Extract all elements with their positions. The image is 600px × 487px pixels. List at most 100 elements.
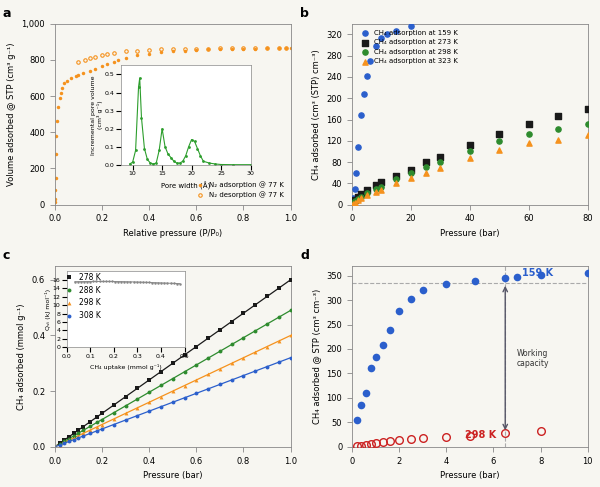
N₂ adsorption @ 77 K <box>181 48 188 54</box>
CH₄ adsorption at 323 K <box>524 140 533 148</box>
N₂ adsorption @ 77 K <box>282 45 289 51</box>
N₂ adsorption @ 77 K <box>157 49 164 55</box>
308 K <box>263 364 271 370</box>
N₂ adsorption @ 77 K <box>287 45 294 51</box>
278 K <box>122 394 129 400</box>
308 K <box>98 426 106 432</box>
N₂ adsorption @ 77 K <box>80 70 87 76</box>
N₂ adsorption @ 77 K <box>263 45 271 51</box>
298 K <box>61 439 68 445</box>
288 K <box>98 416 106 422</box>
298 K <box>287 333 294 338</box>
CH₄ adsorption at 159 K <box>349 194 358 202</box>
CH₄ adsorption at 159 K <box>359 90 368 98</box>
N₂ desorption @ 77 K <box>86 55 94 61</box>
CH₄ adsorption at 298 K <box>524 131 533 138</box>
Line: 308 K: 308 K <box>58 356 293 447</box>
308 K <box>193 391 200 396</box>
CH₄ adsorption at 323 K <box>391 180 401 187</box>
308 K <box>287 355 294 361</box>
N₂ adsorption @ 77 K <box>53 133 60 139</box>
CH₄ adsorption at 159 K <box>350 185 360 192</box>
N₂ desorption @ 77 K <box>282 45 289 51</box>
CH₄ adsorption at 273 K <box>436 153 445 161</box>
Text: 298 K: 298 K <box>465 430 496 440</box>
CH₄ adsorption at 298 K <box>349 199 358 207</box>
N₂ adsorption @ 77 K <box>86 68 94 74</box>
CH₄ adsorption at 159 K <box>383 31 392 38</box>
288 K <box>146 389 153 395</box>
N₂ adsorption @ 77 K <box>56 95 63 101</box>
288 K <box>61 438 68 444</box>
X-axis label: Relative pressure (P/P₀): Relative pressure (P/P₀) <box>123 229 222 238</box>
N₂ adsorption @ 77 K <box>61 80 68 86</box>
CH₄ adsorption at 273 K <box>391 172 401 180</box>
CH₄ adsorption at 323 K <box>583 131 593 139</box>
308 K <box>134 412 141 418</box>
Text: a: a <box>3 6 11 19</box>
288 K <box>251 328 259 334</box>
CH₄ adsorption at 273 K <box>356 190 365 198</box>
CH₄ adsorption at 298 K <box>406 169 416 177</box>
X-axis label: Pressure (bar): Pressure (bar) <box>143 471 202 480</box>
N₂ adsorption @ 77 K <box>122 55 129 61</box>
Y-axis label: CH₄ adsorbed (mmol g⁻¹): CH₄ adsorbed (mmol g⁻¹) <box>17 303 26 410</box>
298 K <box>70 435 77 441</box>
288 K <box>193 362 200 368</box>
Text: b: b <box>300 6 309 19</box>
CH₄ adsorption at 323 K <box>406 174 416 182</box>
CH₄ adsorption at 273 K <box>377 178 386 186</box>
288 K <box>80 428 87 433</box>
CH₄ adsorption at 323 K <box>350 199 360 206</box>
CH₄ adsorption at 323 K <box>356 194 365 202</box>
CH₄ adsorption at 298 K <box>436 158 445 166</box>
CH₄ adsorption at 159 K <box>365 57 374 65</box>
N₂ adsorption @ 77 K <box>57 90 64 95</box>
CH₄ adsorption at 273 K <box>421 158 430 166</box>
CH₄ adsorption at 323 K <box>436 165 445 172</box>
288 K <box>110 410 118 415</box>
308 K <box>216 381 223 387</box>
N₂ adsorption @ 77 K <box>251 46 259 52</box>
278 K <box>146 377 153 383</box>
N₂ adsorption @ 77 K <box>68 75 75 81</box>
298 K <box>181 383 188 389</box>
N₂ desorption @ 77 K <box>228 45 235 51</box>
N₂ adsorption @ 77 K <box>75 72 82 78</box>
CH₄ adsorption at 159 K <box>356 112 365 119</box>
288 K <box>228 341 235 347</box>
288 K <box>122 403 129 409</box>
308 K <box>205 386 212 392</box>
288 K <box>75 430 82 436</box>
CH₄ adsorption at 273 K <box>524 120 533 128</box>
CH₄ adsorption at 159 K <box>406 22 416 30</box>
CH₄ adsorption at 159 K <box>353 143 362 151</box>
298 K <box>240 355 247 361</box>
Line: N₂ desorption @ 77 K: N₂ desorption @ 77 K <box>77 46 287 63</box>
298 K <box>251 349 259 355</box>
298 K <box>94 424 101 430</box>
Legend: 278 K, 288 K, 298 K, 308 K: 278 K, 288 K, 298 K, 308 K <box>59 270 104 323</box>
CH₄ adsorption at 323 K <box>553 136 563 144</box>
N₂ adsorption @ 77 K <box>275 45 283 51</box>
Y-axis label: CH₄ adsorbed (cm³ (STP) cm⁻³): CH₄ adsorbed (cm³ (STP) cm⁻³) <box>312 49 321 180</box>
CH₄ adsorption at 159 K <box>348 198 358 206</box>
N₂ desorption @ 77 K <box>75 59 82 65</box>
308 K <box>86 431 94 436</box>
CH₄ adsorption at 159 K <box>352 169 361 177</box>
N₂ desorption @ 77 K <box>193 46 200 52</box>
CH₄ adsorption at 159 K <box>362 72 371 80</box>
CH₄ adsorption at 323 K <box>377 186 386 194</box>
278 K <box>240 310 247 316</box>
N₂ adsorption @ 77 K <box>91 66 98 72</box>
N₂ desorption @ 77 K <box>263 45 271 51</box>
288 K <box>94 419 101 425</box>
N₂ desorption @ 77 K <box>91 54 98 59</box>
CH₄ adsorption at 298 K <box>465 148 475 155</box>
288 K <box>287 307 294 313</box>
308 K <box>146 408 153 414</box>
308 K <box>228 377 235 383</box>
278 K <box>181 352 188 358</box>
Legend: CH₄ adsorption at 159 K, CH₄ adsorption at 273 K, CH₄ adsorption at 298 K, CH₄ a: CH₄ adsorption at 159 K, CH₄ adsorption … <box>355 27 461 67</box>
N₂ adsorption @ 77 K <box>169 48 176 54</box>
